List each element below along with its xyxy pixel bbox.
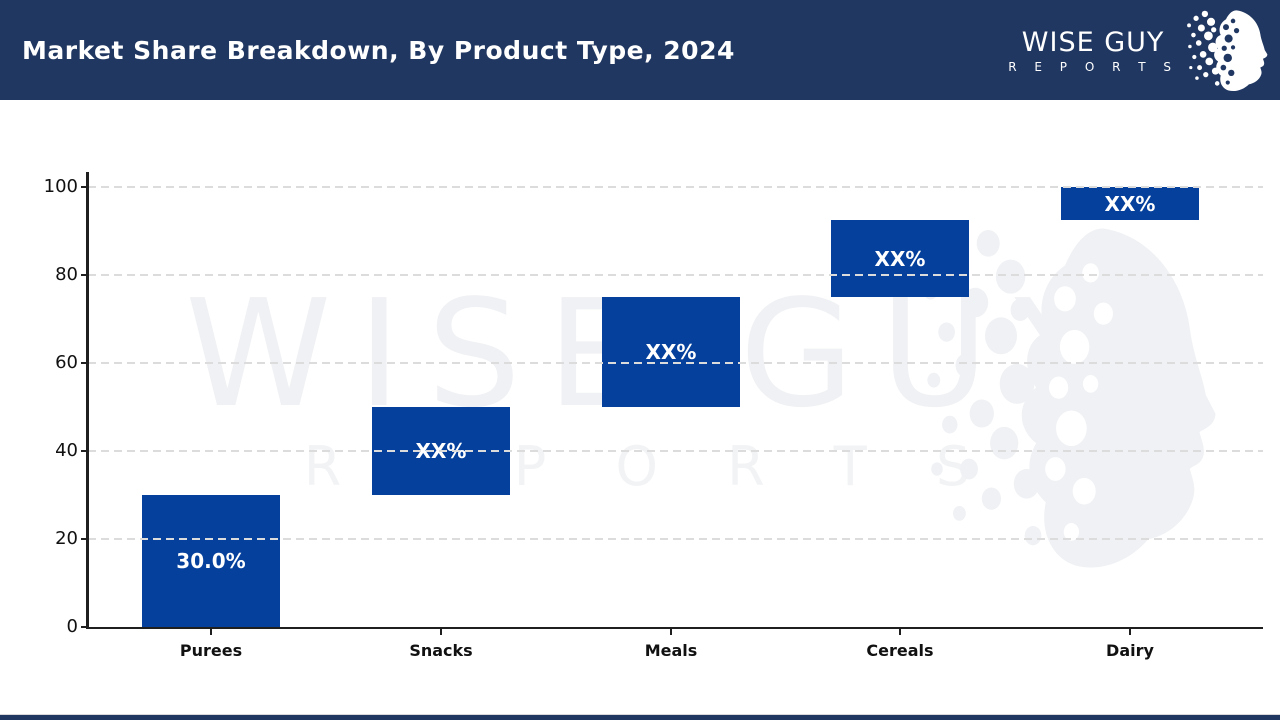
y-tick-40 xyxy=(81,450,88,452)
brand-logo: WISE GUY R E P O R T S xyxy=(1008,4,1272,96)
footer-bar xyxy=(0,715,1280,720)
x-axis-spine xyxy=(86,626,1263,629)
x-tick-label-meals: Meals xyxy=(644,641,698,660)
brand-logo-text: WISE GUY R E P O R T S xyxy=(1008,27,1178,74)
plot: 0 20 40 60 80 100 30.0% XX% XX% XX% XX% Purees Snack… xyxy=(0,100,1280,714)
gridline-60 xyxy=(88,362,1263,364)
bar-value-label: XX% xyxy=(645,340,697,364)
x-tick-label-snacks: Snacks xyxy=(409,641,473,660)
gridline-20 xyxy=(88,538,1263,540)
y-tick-0 xyxy=(81,626,88,628)
page-title: Market Share Breakdown, By Product Type,… xyxy=(22,35,735,65)
header-bar: Market Share Breakdown, By Product Type,… xyxy=(0,0,1280,100)
footer-divider xyxy=(0,714,1280,715)
x-tick-meals xyxy=(670,628,672,635)
x-tick-cereals xyxy=(899,628,901,635)
bar-value-label: 30.0% xyxy=(176,549,246,573)
x-tick-label-purees: Purees xyxy=(179,641,243,660)
y-tick-label: 100 xyxy=(43,176,78,197)
y-tick-80 xyxy=(81,274,88,276)
bar-purees: 30.0% xyxy=(142,495,280,627)
bar-value-label: XX% xyxy=(874,246,926,271)
bar-dairy: XX% xyxy=(1061,187,1199,220)
brand-subtitle: R E P O R T S xyxy=(1008,59,1178,74)
x-tick-label-dairy: Dairy xyxy=(1106,641,1154,660)
gridline-100 xyxy=(88,186,1263,188)
y-tick-label: 80 xyxy=(55,264,78,285)
y-tick-60 xyxy=(81,362,88,364)
y-tick-label: 60 xyxy=(55,352,78,373)
y-tick-label: 40 xyxy=(55,440,78,461)
bar-meals: XX% xyxy=(602,297,740,407)
x-tick-snacks xyxy=(440,628,442,635)
gridline-40 xyxy=(88,450,1263,452)
chart-area: WISE GUY R E P O R T S 0 20 40 60 80 100 30.0%… xyxy=(0,100,1280,714)
y-tick-20 xyxy=(81,538,88,540)
head-profile-logo-icon xyxy=(1187,10,1268,92)
y-axis-spine xyxy=(86,172,89,629)
x-tick-label-cereals: Cereals xyxy=(866,641,934,660)
y-tick-100 xyxy=(81,186,88,188)
y-tick-label: 0 xyxy=(66,616,78,637)
brand-name: WISE GUY xyxy=(1021,26,1165,58)
x-tick-purees xyxy=(210,628,212,635)
gridline-80 xyxy=(88,274,1263,276)
x-tick-dairy xyxy=(1129,628,1131,635)
y-tick-label: 20 xyxy=(55,528,78,549)
bar-cereals: XX% xyxy=(831,220,969,297)
bar-value-label: XX% xyxy=(1104,191,1156,216)
